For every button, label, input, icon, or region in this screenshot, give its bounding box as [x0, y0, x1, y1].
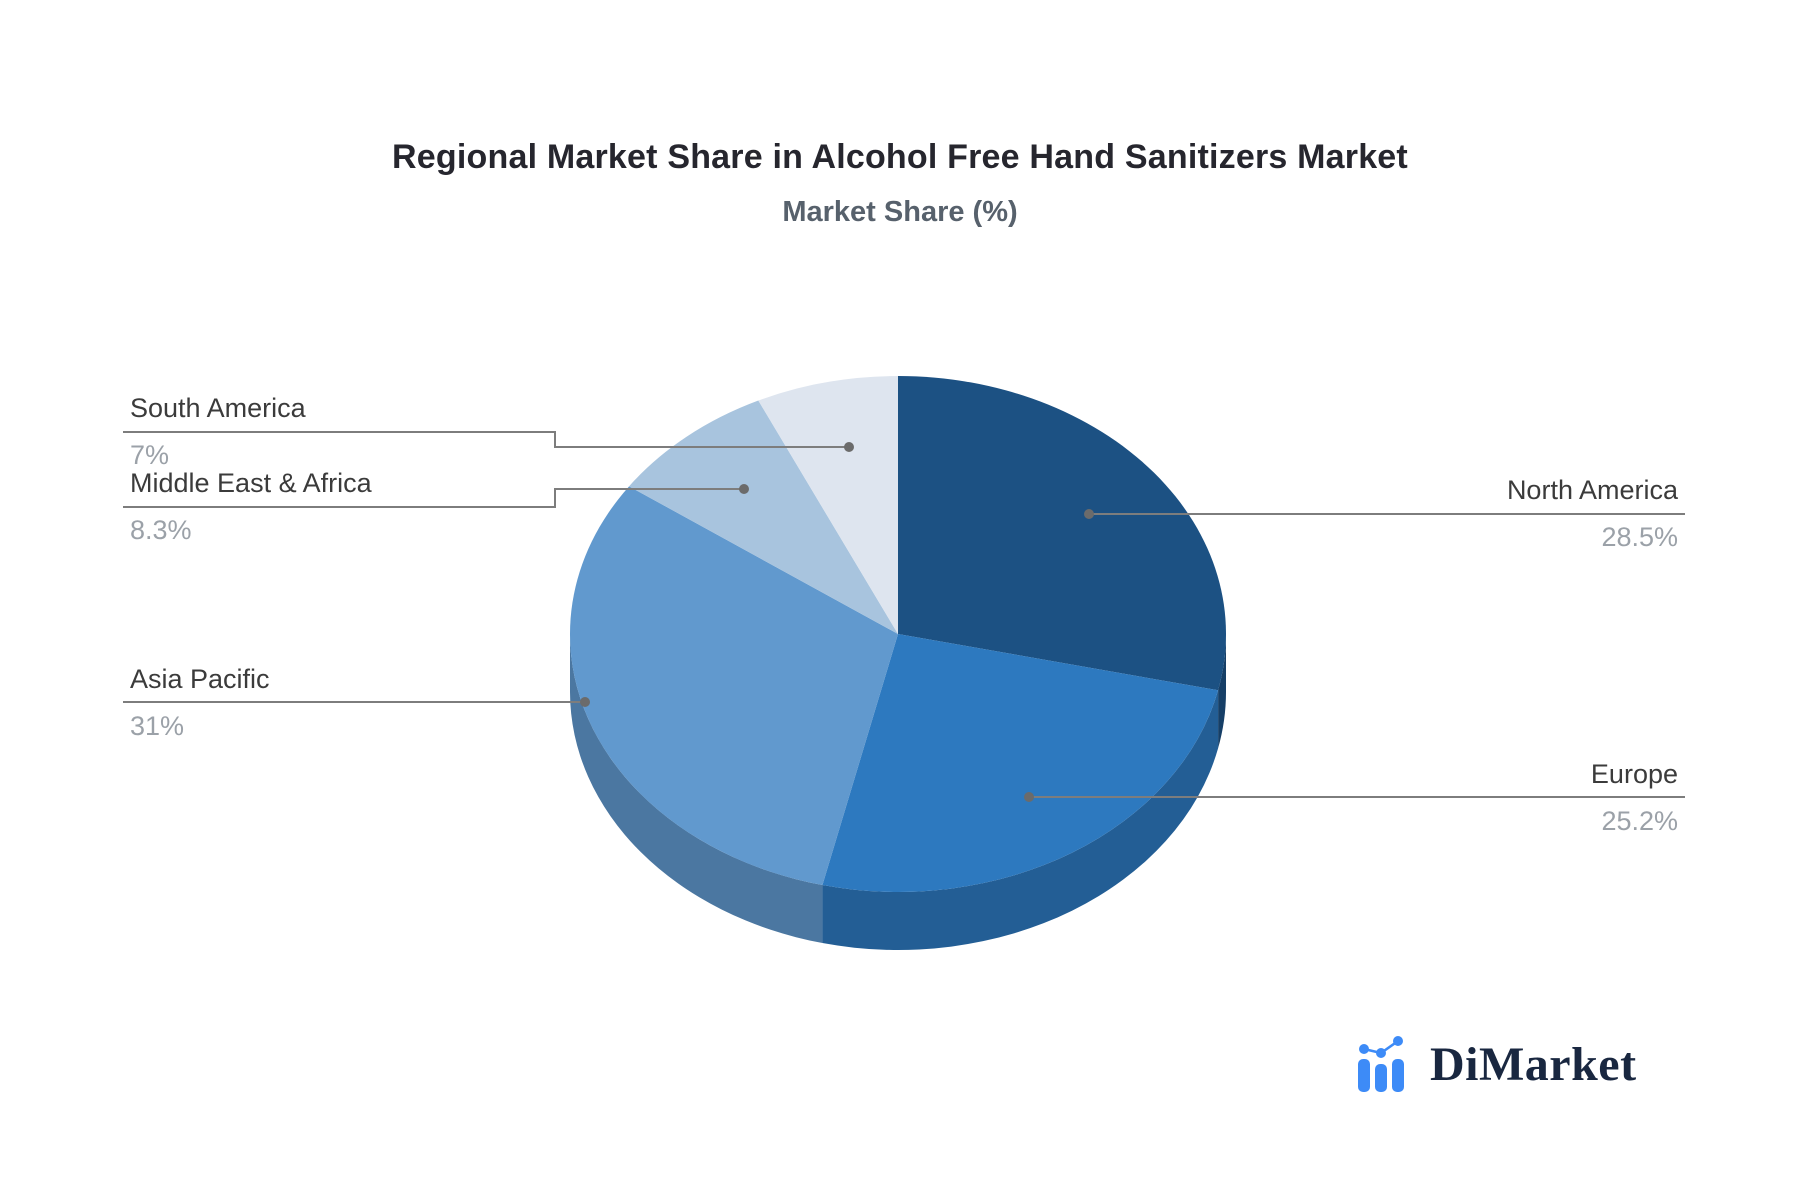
pie-slice-side-europe	[822, 690, 1219, 950]
pie-slice-side-asia-pacific	[570, 634, 823, 944]
pie-slice-middle-east-africa[interactable]	[629, 400, 898, 634]
connector-dot-south-america	[844, 442, 854, 452]
bar-chart-icon	[1358, 1036, 1404, 1092]
callout-north-america: North America 28.5%	[1507, 474, 1678, 553]
connector-dot-asia-pacific	[580, 697, 590, 707]
pie-slice-asia-pacific[interactable]	[569, 486, 898, 886]
chart-subtitle: Market Share (%)	[782, 196, 1018, 228]
pie-slice-south-america[interactable]	[758, 376, 898, 634]
pie-slice-north-america[interactable]	[898, 375, 1226, 691]
callout-europe: Europe 25.2%	[1591, 758, 1678, 837]
slice-value: 28.5%	[1601, 522, 1678, 552]
pie-slice-europe[interactable]	[822, 634, 1219, 892]
slice-value: 7%	[130, 440, 170, 470]
connector-dot-middle-east-africa	[739, 484, 749, 494]
slice-label: Middle East & Africa	[130, 468, 372, 498]
callout-middle-east-africa: Middle East & Africa 8.3%	[130, 467, 372, 546]
logo-text: DiMarket	[1430, 1037, 1637, 1091]
connector-dot-europe	[1024, 792, 1034, 802]
chart-title: Regional Market Share in Alcohol Free Ha…	[392, 138, 1408, 176]
slice-value: 8.3%	[130, 515, 192, 545]
slice-value: 25.2%	[1601, 806, 1678, 836]
logo: DiMarket	[1358, 1036, 1637, 1092]
slice-label: North America	[1506, 475, 1678, 505]
connector-dot-north-america	[1084, 509, 1094, 519]
connector-line-middle-east-africa	[123, 488, 744, 508]
callout-south-america: South America 7%	[130, 392, 306, 471]
slice-label: Asia Pacific	[130, 664, 270, 694]
slice-label: Europe	[1590, 759, 1678, 789]
pie-slice-side-north-america	[1218, 634, 1226, 749]
callout-asia-pacific: Asia Pacific 31%	[130, 663, 270, 742]
slice-label: South America	[130, 393, 306, 423]
slice-value: 31%	[130, 711, 185, 741]
connector-line-south-america	[123, 431, 849, 448]
